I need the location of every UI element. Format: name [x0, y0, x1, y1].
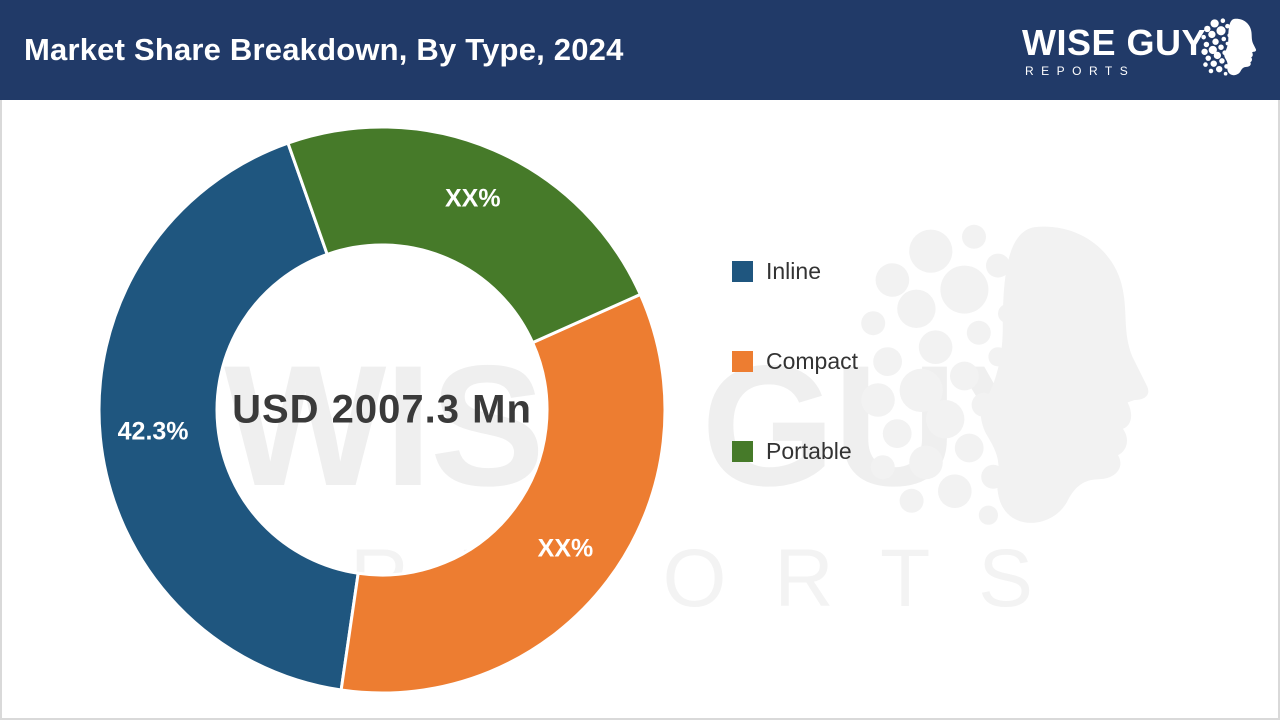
legend-swatch-portable [732, 440, 753, 462]
legend-label-inline: Inline [766, 257, 821, 284]
legend-label-portable: Portable [766, 437, 852, 464]
donut-slice-inline [99, 141, 360, 692]
page-title: Market Share Breakdown, By Type, 2024 [24, 32, 624, 67]
logo-face-icon [1200, 15, 1264, 84]
watermark-face-icon [854, 208, 1190, 568]
donut-slice-compact [339, 292, 665, 693]
donut-chart [99, 127, 665, 693]
header-bar: Market Share Breakdown, By Type, 2024 WI… [0, 0, 1280, 100]
logo-subtitle: REPORTS [1024, 64, 1136, 78]
chart-area: WISE GUY REPORTS 42.3% XX% XX% USD 2007.3 … [0, 100, 1280, 720]
legend: Inline Compact Portable [732, 259, 858, 529]
logo-text: WISE GUY REPORTS [1021, 22, 1206, 78]
legend-swatch-inline [732, 260, 753, 282]
logo-wordmark: WISE GUY [1021, 22, 1206, 63]
center-value-label: USD 2007.3 Mn [232, 387, 532, 432]
legend-swatch-compact [732, 350, 753, 372]
legend-item-portable: Portable [732, 439, 858, 463]
donut-slice-portable [286, 127, 642, 345]
legend-item-compact: Compact [732, 349, 858, 373]
legend-item-inline: Inline [732, 259, 858, 283]
legend-label-compact: Compact [766, 347, 859, 374]
wise-guy-reports-logo: WISE GUY REPORTS [1022, 10, 1264, 92]
